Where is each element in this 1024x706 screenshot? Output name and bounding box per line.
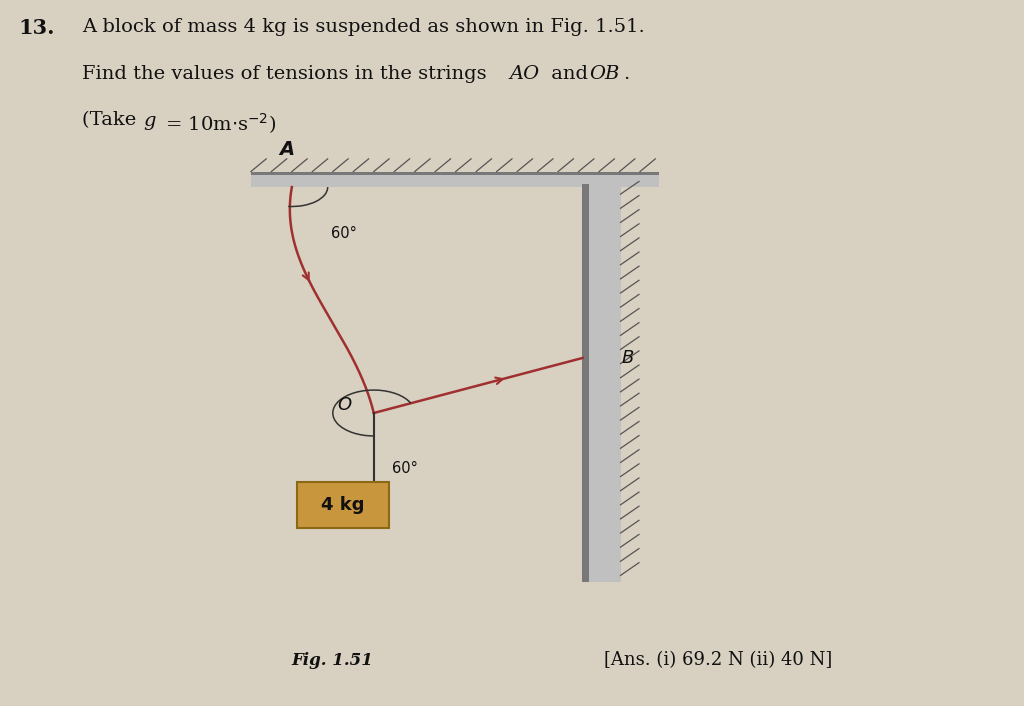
Text: Find the values of tensions in the strings: Find the values of tensions in the strin… (82, 65, 493, 83)
Text: .: . (624, 65, 630, 83)
Bar (582, 184, 589, 582)
Text: 60°: 60° (392, 461, 418, 476)
Text: = 10m$\cdot$s$^{-2}$): = 10m$\cdot$s$^{-2}$) (159, 112, 275, 136)
Text: AO: AO (510, 65, 540, 83)
Text: A block of mass 4 kg is suspended as shown in Fig. 1.51.: A block of mass 4 kg is suspended as sho… (82, 18, 645, 35)
Text: g: g (143, 112, 156, 129)
Text: and: and (545, 65, 594, 83)
Text: 4 kg: 4 kg (322, 496, 365, 514)
Text: B: B (622, 349, 634, 367)
Text: A: A (280, 140, 294, 159)
Text: 13.: 13. (18, 18, 55, 37)
Text: Fig. 1.51: Fig. 1.51 (292, 652, 374, 669)
Text: [Ans. (i) 69.2 N (ii) 40 N]: [Ans. (i) 69.2 N (ii) 40 N] (604, 652, 833, 669)
Bar (251, 172, 659, 187)
Bar (297, 482, 389, 528)
Text: OB: OB (589, 65, 620, 83)
Text: O: O (337, 395, 351, 414)
Bar (582, 184, 621, 582)
Text: 60°: 60° (331, 226, 356, 241)
Text: (Take: (Take (82, 112, 142, 129)
Bar (251, 172, 659, 175)
